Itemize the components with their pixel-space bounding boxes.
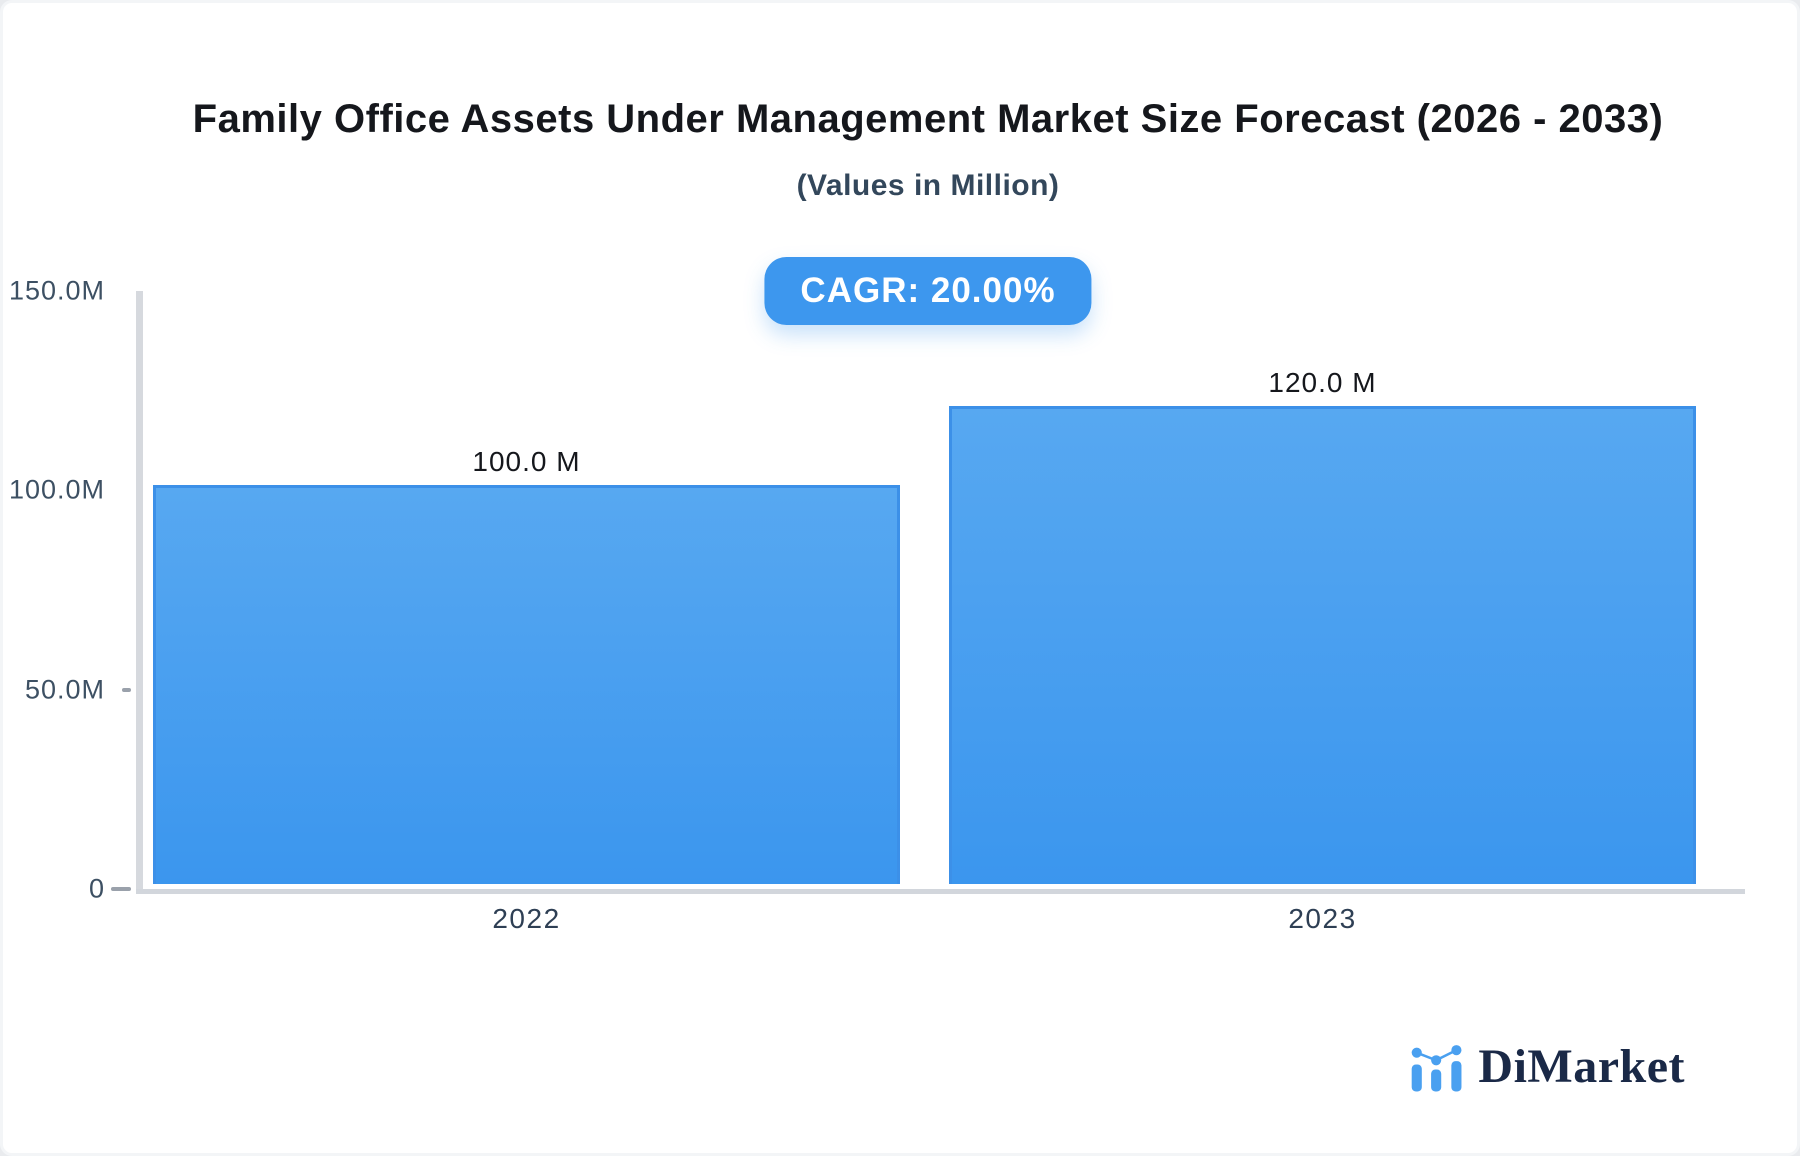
x-axis-line [136,889,1745,894]
x-axis-label-2023: 2023 [1288,903,1357,934]
dimarket-logo-text: DiMarket [1478,1040,1685,1093]
y-axis-tick-label: 50.0M [24,674,105,705]
dimarket-logo: DiMarket [1410,1039,1685,1094]
chart-subtitle: (Values in Million) [796,169,1060,202]
cagr-badge: CAGR: 20.00% [764,257,1092,325]
bar-2023[interactable] [949,405,1696,884]
plot-area: 150.0M 100.0M 50.0M 0 100.0 M 2022 120.0 M 202… [3,276,1797,934]
chart-title: Family Office Assets Under Management Ma… [192,97,1664,141]
bar-2022[interactable] [153,485,900,884]
y-axis-tick-label: 150.0M [8,275,105,306]
x-axis-label-2022: 2022 [492,903,561,934]
dimarket-logo-icon [1412,1044,1462,1091]
y-axis-line [136,291,143,894]
y-axis-tick-mark [111,887,131,891]
y-axis-tick-mark [122,687,131,692]
bar-value-label: 120.0 M [1268,366,1377,398]
bar-value-label: 100.0 M [472,446,581,478]
y-axis-tick-label: 100.0M [8,474,105,505]
y-axis-tick-label: 0 [88,873,105,904]
